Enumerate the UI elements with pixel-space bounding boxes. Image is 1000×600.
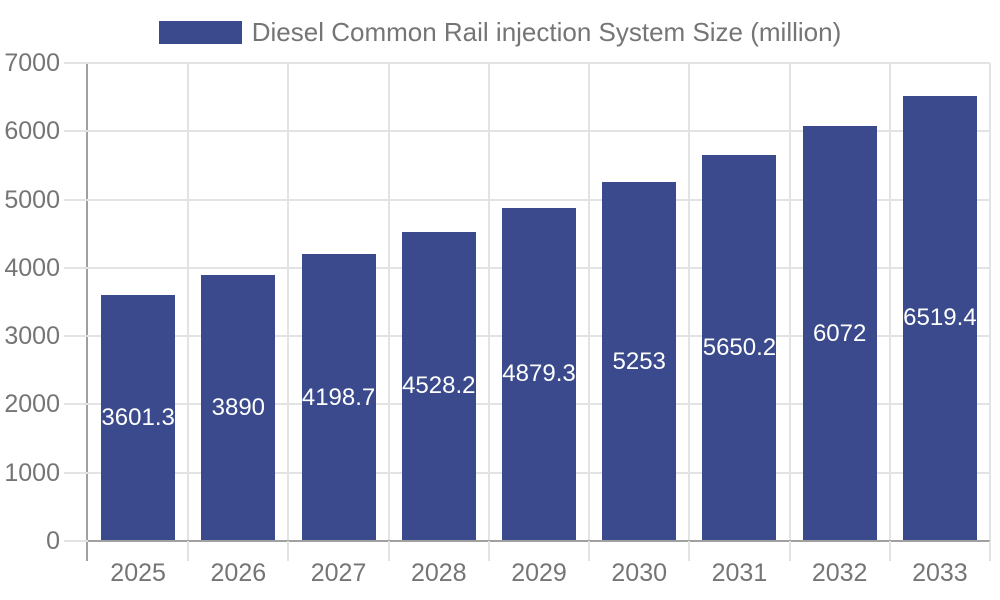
x-axis-tick <box>487 541 490 561</box>
x-axis-tick-label: 2025 <box>110 559 166 587</box>
plot-area: 3601.3 3890 4198.7 4528.2 4879.3 5253 5650.2 60… <box>88 62 991 541</box>
y-axis-tick-label: 2000 <box>4 390 60 419</box>
y-axis-tick-label: 7000 <box>4 49 60 77</box>
x-axis-line <box>88 540 990 542</box>
bar[interactable] <box>201 275 276 541</box>
x-axis-tick-label: 2031 <box>711 559 768 587</box>
gridline-horizontal <box>88 130 990 133</box>
bar[interactable] <box>702 155 777 541</box>
y-axis-tick-label: 4000 <box>4 253 60 282</box>
gridline-vertical <box>788 63 791 541</box>
x-axis-tick <box>688 541 691 561</box>
x-axis-tick-label: 2033 <box>912 559 968 587</box>
legend[interactable]: Diesel Common Rail injection System Size… <box>0 18 1000 46</box>
gridline-vertical <box>387 63 390 541</box>
legend-label[interactable]: Diesel Common Rail injection System Size… <box>251 17 842 47</box>
gridline-vertical <box>487 63 490 541</box>
y-axis-tick <box>64 471 88 474</box>
y-axis-tick-label: 0 <box>46 527 60 555</box>
gridline-horizontal <box>88 198 990 201</box>
gridline-vertical <box>287 63 290 541</box>
bar[interactable] <box>301 254 376 541</box>
gridline-horizontal <box>88 62 990 64</box>
x-axis-tick-label: 2027 <box>310 559 367 587</box>
legend-swatch[interactable] <box>158 20 242 44</box>
gridline-vertical <box>989 63 991 541</box>
x-axis-tick <box>588 541 591 561</box>
y-axis-tick-label: 3000 <box>4 322 60 351</box>
bar[interactable] <box>101 295 176 541</box>
y-axis-tick-label: 5000 <box>4 185 60 214</box>
bar[interactable] <box>401 231 476 541</box>
y-axis-tick <box>64 62 88 64</box>
x-axis-tick <box>788 541 791 561</box>
y-axis-tick <box>64 540 88 542</box>
y-axis-tick-label: 6000 <box>4 117 60 146</box>
x-axis-tick-label: 2028 <box>410 559 467 587</box>
x-axis-tick <box>888 541 891 561</box>
bar[interactable] <box>802 126 877 541</box>
gridline-vertical <box>187 63 190 541</box>
x-axis-tick <box>187 541 190 561</box>
bar[interactable] <box>602 182 677 541</box>
gridline-vertical <box>688 63 691 541</box>
gridline-vertical <box>888 63 891 541</box>
x-axis-tick-label: 2030 <box>611 559 668 587</box>
x-axis-tick-label: 2029 <box>511 559 567 587</box>
y-axis-tick-label: 1000 <box>4 458 60 487</box>
y-axis-tick <box>64 130 88 133</box>
y-axis-tick <box>64 198 88 201</box>
y-axis-line <box>86 63 88 561</box>
x-axis-tick <box>287 541 290 561</box>
gridline-vertical <box>588 63 591 541</box>
y-axis-tick <box>64 266 88 269</box>
x-axis-tick <box>387 541 390 561</box>
y-axis-tick <box>64 335 88 338</box>
x-axis-tick-label: 2026 <box>210 559 267 587</box>
x-axis-tick-label: 2032 <box>811 559 868 587</box>
bar[interactable] <box>902 95 977 541</box>
x-axis-tick <box>989 541 991 561</box>
bar[interactable] <box>502 207 576 541</box>
y-axis-tick <box>64 403 88 406</box>
